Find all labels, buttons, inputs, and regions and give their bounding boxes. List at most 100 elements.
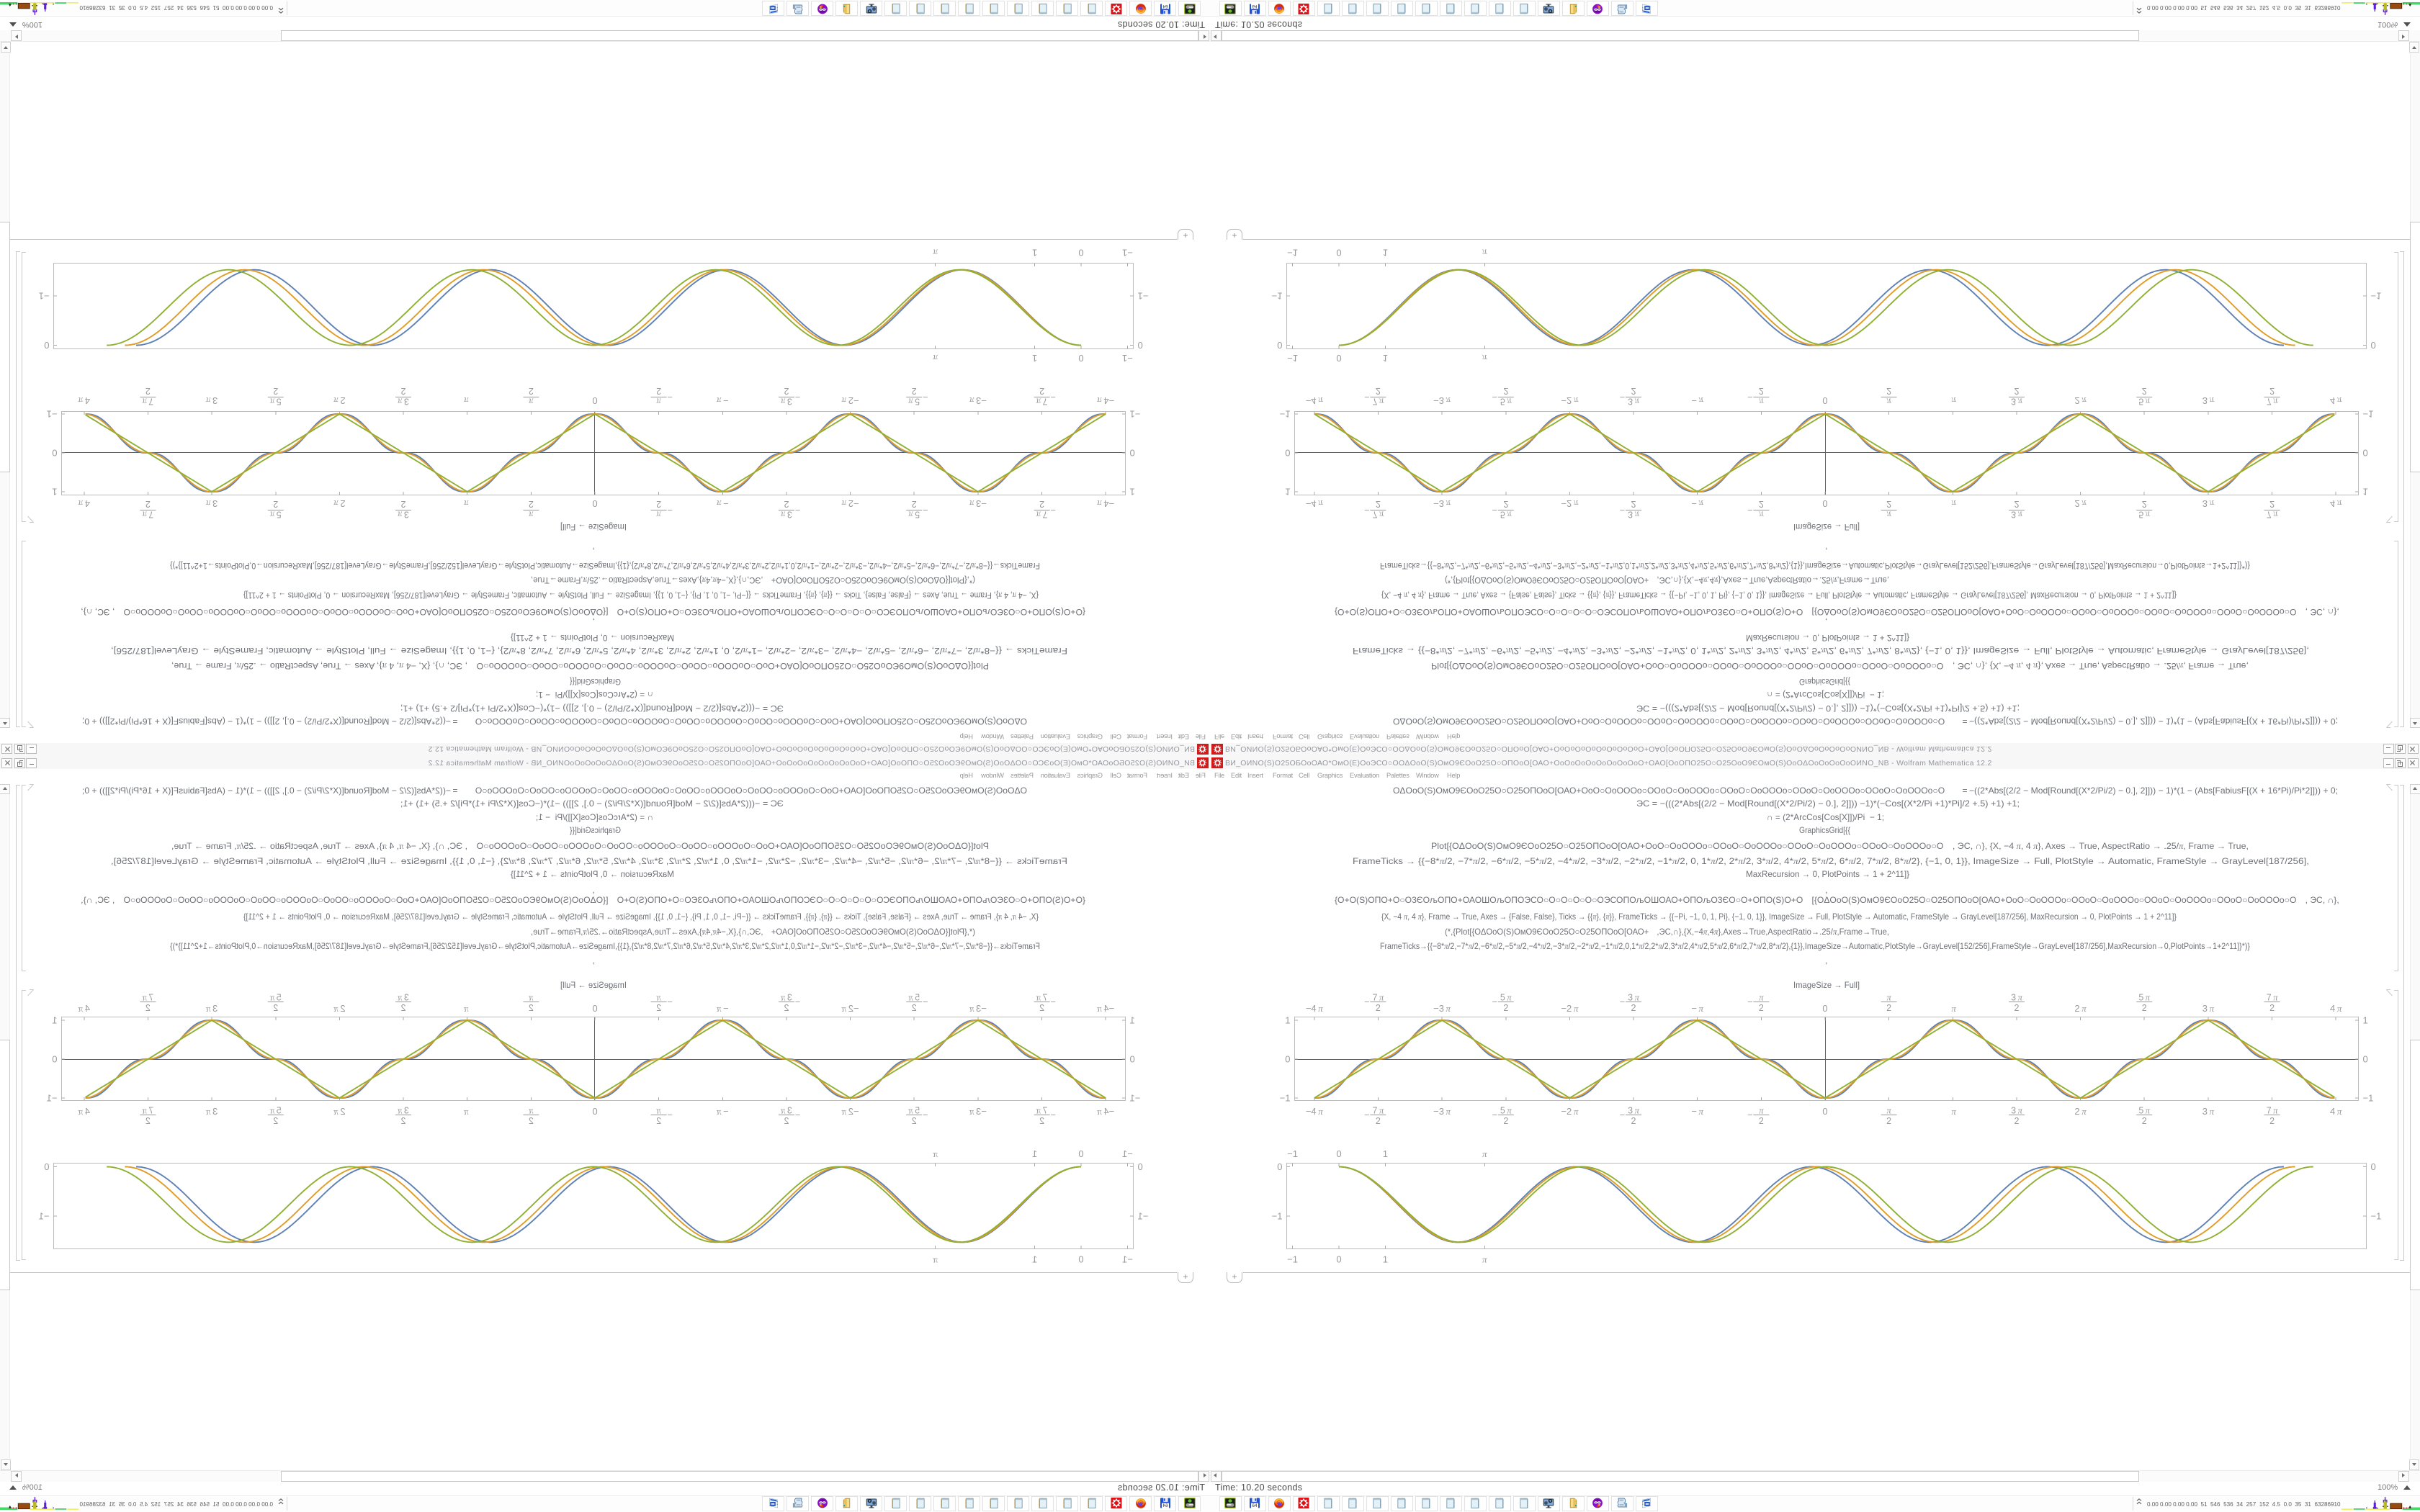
svg-text:2: 2 [1886,499,1891,509]
svg-text:−2 π: −2 π [1561,1106,1578,1117]
svg-text:−2 π: −2 π [841,1003,859,1014]
svg-text:7 π: 7 π [2267,992,2278,1002]
svg-text:π: π [1886,1105,1891,1115]
svg-text:2: 2 [529,1116,534,1126]
svg-text:2: 2 [400,1003,405,1013]
svg-text:− π: − π [716,1106,728,1117]
svg-text:3 π: 3 π [397,397,408,407]
svg-text:π: π [656,510,661,520]
svg-text:−1: −1 [1122,353,1133,364]
svg-text:3 π: 3 π [780,1105,792,1115]
svg-text:1: 1 [2363,1015,2368,1026]
svg-text:3 π: 3 π [2011,1105,2022,1115]
svg-text:−: − [1492,505,1497,516]
svg-text:−3 π: −3 π [1433,1003,1451,1014]
svg-text:− π: − π [1691,395,1703,406]
svg-text:3 π: 3 π [205,498,218,509]
svg-text:5 π: 5 π [908,510,920,520]
svg-text:2: 2 [2142,386,2147,396]
svg-text:2: 2 [2269,499,2275,509]
svg-text:−1: −1 [2371,1211,2382,1222]
svg-text:0: 0 [1822,1106,1827,1117]
svg-text:2: 2 [145,386,151,396]
svg-text:−1: −1 [1122,1148,1133,1159]
svg-text:3 π: 3 π [1628,510,1639,520]
svg-text:0: 0 [1078,353,1083,364]
svg-text:1: 1 [1285,1015,1290,1026]
svg-text:−: − [1492,1110,1497,1120]
svg-text:−4 π: −4 π [1306,395,1323,406]
svg-text:4 π: 4 π [78,498,90,509]
svg-text:−2 π: −2 π [841,498,859,509]
svg-text:−4 π: −4 π [1306,498,1323,509]
svg-text:−1: −1 [39,1211,50,1222]
svg-text:0: 0 [1336,1148,1341,1159]
svg-text:0: 0 [52,447,57,458]
svg-text:3 π: 3 π [205,1003,218,1014]
svg-text:4 π: 4 π [2330,1106,2342,1117]
svg-text:7 π: 7 π [2267,510,2278,520]
svg-text:−1: −1 [1287,1148,1298,1159]
svg-text:−: − [1620,392,1625,402]
svg-text:3 π: 3 π [205,395,218,406]
svg-text:4 π: 4 π [78,1003,90,1014]
svg-text:2: 2 [2142,1003,2147,1013]
svg-text:π: π [1886,510,1891,520]
svg-text:−3 π: −3 π [969,1106,986,1117]
svg-text:−: − [1364,997,1369,1007]
svg-text:−: − [1747,505,1752,516]
svg-text:−: − [795,392,800,402]
svg-text:2: 2 [784,1003,789,1013]
svg-text:2: 2 [400,499,405,509]
svg-text:2: 2 [1376,386,1381,396]
svg-text:1: 1 [52,1015,57,1026]
svg-text:2: 2 [529,499,534,509]
svg-text:π: π [464,498,471,509]
svg-text:−: − [1050,392,1055,402]
svg-text:2: 2 [1759,1116,1764,1126]
svg-text:2: 2 [273,499,278,509]
svg-text:π: π [933,1254,938,1265]
svg-text:1: 1 [1032,1254,1037,1265]
svg-text:π: π [933,353,938,364]
svg-text:−4 π: −4 π [1097,498,1114,509]
svg-text:2: 2 [1759,1003,1764,1013]
svg-text:2: 2 [784,499,789,509]
svg-text:3 π: 3 π [1628,992,1639,1002]
svg-text:2 π: 2 π [333,1003,346,1014]
svg-text:2: 2 [145,1003,151,1013]
svg-text:2 π: 2 π [2074,1003,2087,1014]
svg-text:0: 0 [2371,1161,2376,1172]
svg-text:π: π [656,1105,661,1115]
svg-text:5 π: 5 π [2138,992,2150,1002]
svg-text:2: 2 [1503,1003,1508,1013]
svg-text:64: 64 [1252,4,1258,9]
svg-text:2: 2 [784,386,789,396]
svg-text:π: π [529,992,534,1002]
svg-text:2: 2 [400,386,405,396]
svg-text:1: 1 [1032,248,1037,258]
svg-text:0: 0 [2363,1054,2368,1065]
svg-text:2: 2 [2269,1116,2275,1126]
svg-text:2: 2 [1886,386,1891,396]
svg-text:5 π: 5 π [1500,510,1512,520]
svg-text:π: π [1482,1254,1487,1265]
svg-text:3 π: 3 π [1628,1105,1639,1115]
svg-text:2: 2 [1039,1116,1044,1126]
svg-text:−3 π: −3 π [969,1003,986,1014]
svg-text:−: − [1492,997,1497,1007]
svg-text:3 π: 3 π [2202,1003,2215,1014]
svg-text:1: 1 [1383,248,1388,258]
svg-text:−: − [1364,392,1369,402]
svg-text:7 π: 7 π [142,397,153,407]
svg-text:− π: − π [716,395,728,406]
svg-text:− π: − π [716,498,728,509]
svg-text:−4 π: −4 π [1097,395,1114,406]
svg-text:4 π: 4 π [2330,498,2342,509]
svg-text:1: 1 [1383,1148,1388,1159]
svg-text:7 π: 7 π [1036,397,1047,407]
svg-text:0: 0 [1285,447,1290,458]
svg-text:−: − [1620,997,1625,1007]
svg-text:π: π [529,1105,534,1115]
svg-text:−1: −1 [1138,290,1149,301]
